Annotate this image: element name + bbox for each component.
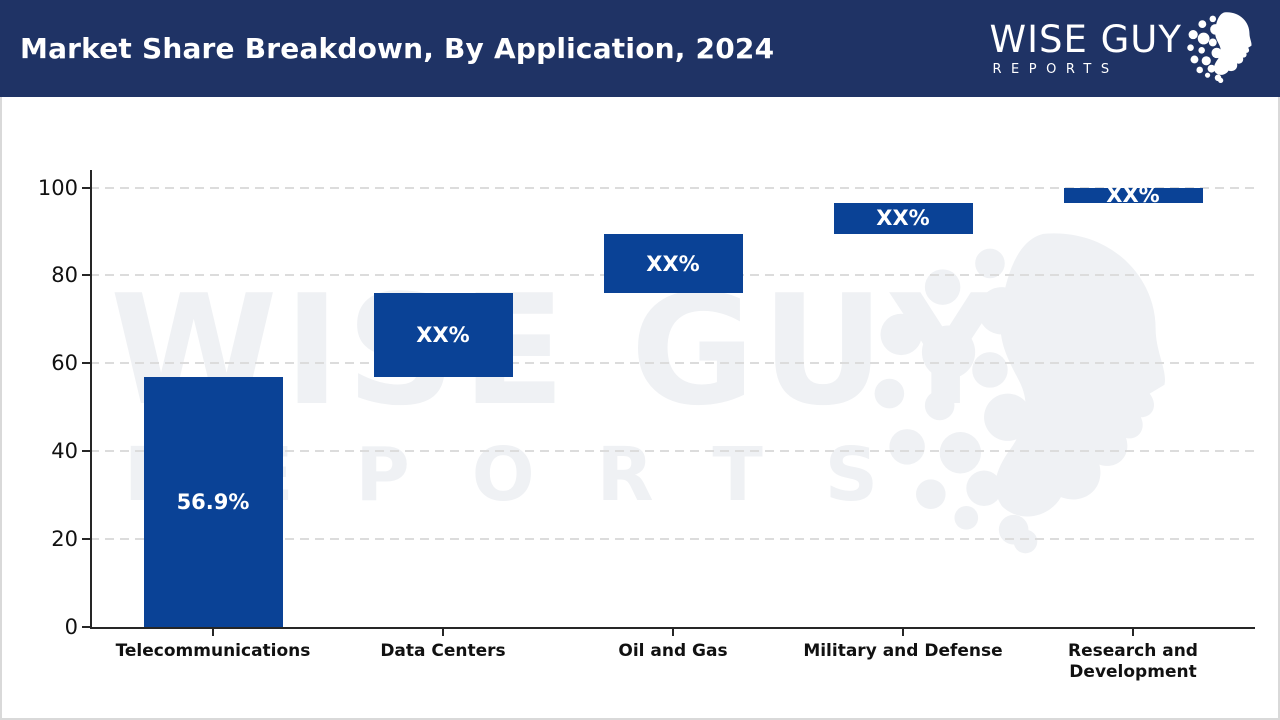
x-tick-mark [212,629,214,636]
gridline [90,538,1255,541]
gridline [90,362,1255,365]
y-tick-label: 40 [51,439,78,464]
bar-data-centers [373,293,513,377]
x-tick-mark [672,629,674,636]
bar-value-label: XX% [1106,183,1160,208]
watermark-dotted-head [874,233,1165,554]
x-label-oil-and-gas: Oil and Gas [618,641,728,661]
y-tick-mark [82,450,90,453]
x-tick-mark [902,629,904,636]
y-tick-mark [82,186,90,189]
gridline [90,450,1255,453]
y-tick-label: 80 [51,263,78,288]
y-tick-mark [82,538,90,541]
x-tick-mark [1132,629,1134,636]
header-bar: Market Share Breakdown, By Application, … [0,0,1280,97]
x-label-research-and-development: Research and Development [1068,641,1198,683]
dotted-head-icon [1187,11,1252,83]
logo-wordmark: WISE GUY [989,18,1182,61]
y-tick-label: 0 [64,615,78,639]
logo-text: WISE GUY REPORTS [990,21,1182,76]
wise-guy-logo: WISE GUY REPORTS [990,9,1256,89]
y-tick-label: 100 [37,175,78,200]
bar-value-label: 56.9% [176,489,250,514]
gridline [90,186,1255,189]
logo-subtitle: REPORTS [992,62,1119,77]
y-tick-label: 20 [51,527,78,552]
y-tick-mark [82,274,90,277]
bar-telecommunications [143,376,283,627]
x-axis [90,627,1255,629]
y-tick-mark [82,626,90,628]
bar-military-and-defense [833,202,973,234]
bar-oil-and-gas [603,233,743,294]
bar-research-and-development [1063,187,1203,203]
x-label-military-and-defense: Military and Defense [803,641,1003,661]
x-label-telecommunications: Telecommunications [115,641,311,661]
y-tick-label: 60 [51,351,78,376]
y-axis [90,170,92,627]
page-title: Market Share Breakdown, By Application, … [20,32,775,65]
x-label-data-centers: Data Centers [380,641,506,661]
y-tick-mark [82,362,90,365]
x-tick-mark [442,629,444,636]
bar-value-label: XX% [416,323,470,348]
bar-value-label: XX% [876,206,930,231]
bar-value-label: XX% [646,251,700,276]
